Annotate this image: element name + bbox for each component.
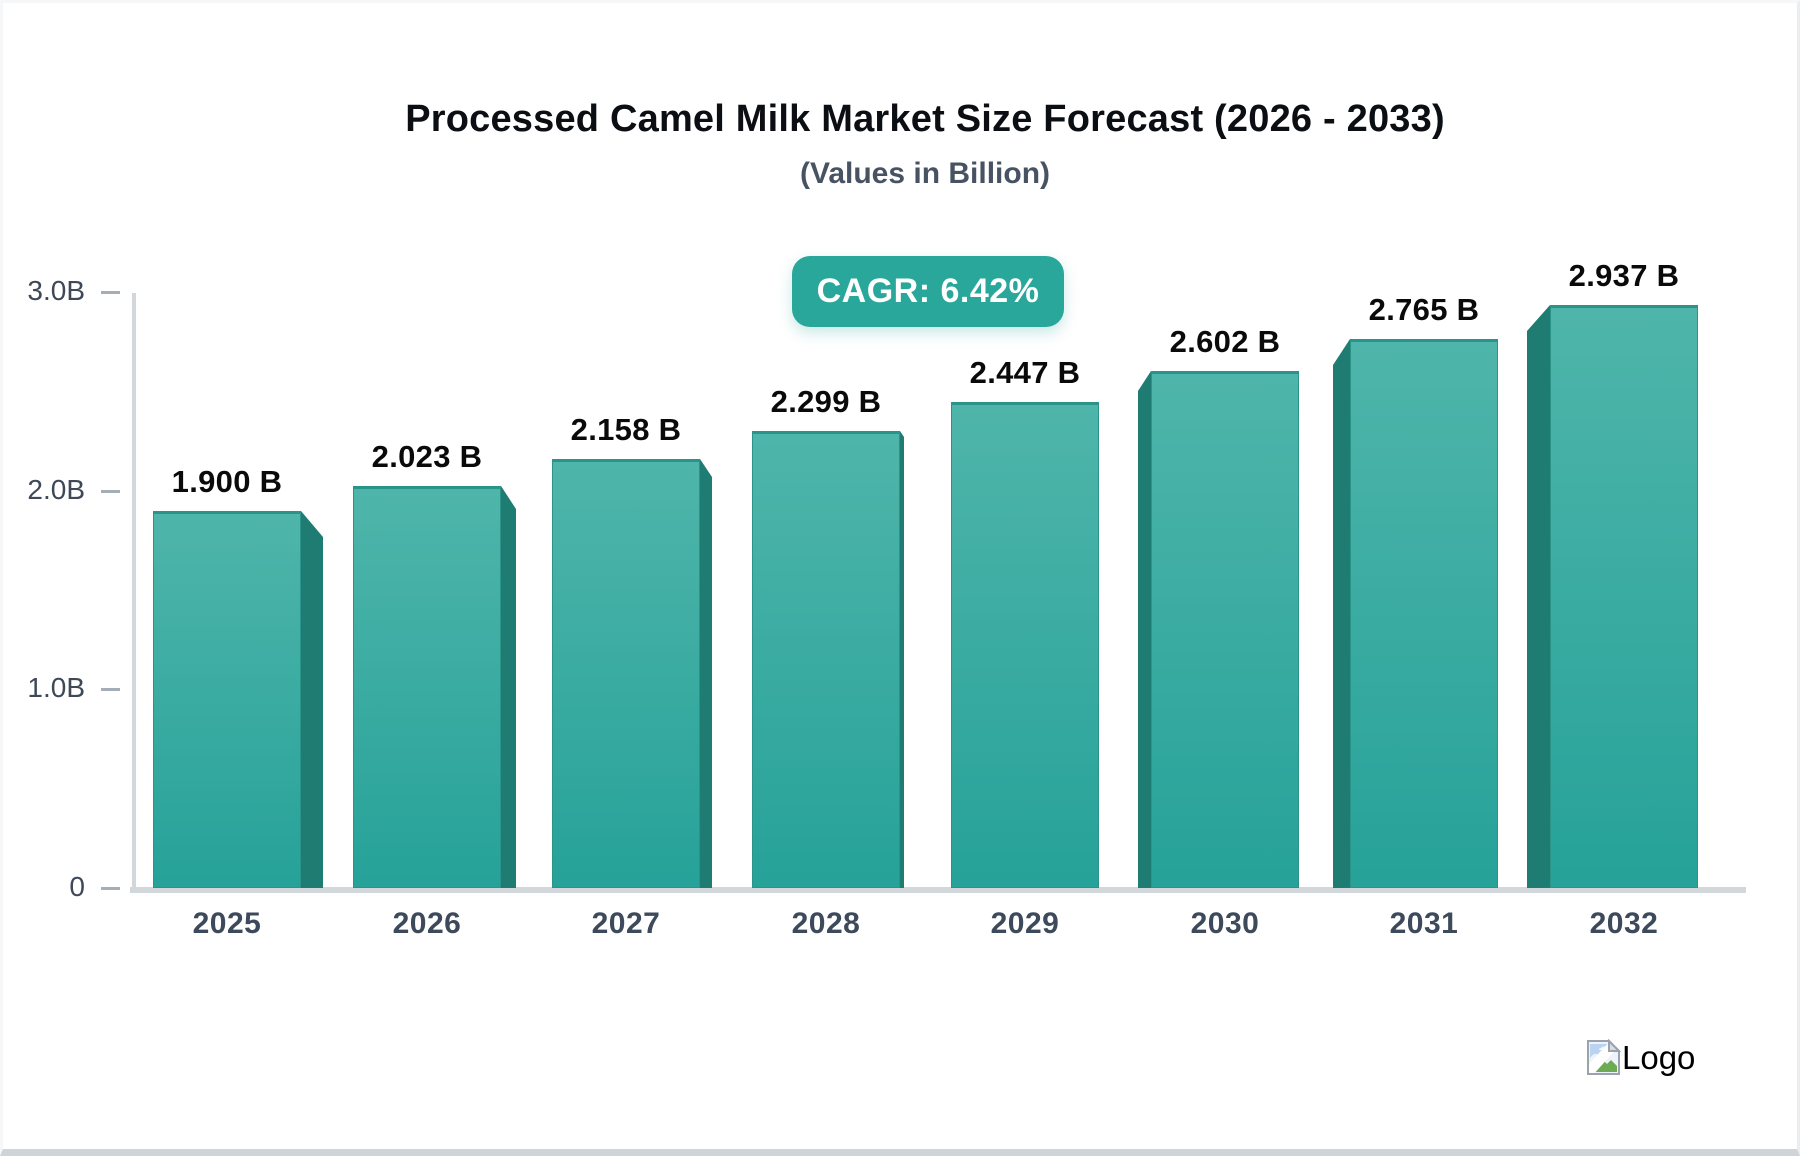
chart-subtitle: (Values in Billion): [799, 156, 1051, 190]
bar-2031: [1350, 339, 1498, 888]
x-axis-label: 2031: [1389, 907, 1459, 940]
bar-2026: [353, 486, 501, 888]
cagr-badge: CAGR: 6.42%: [792, 256, 1064, 327]
x-axis-label: 2025: [192, 907, 262, 940]
logo-container: Logo: [1586, 1039, 1695, 1076]
bar-side-face: [1138, 371, 1151, 888]
y-axis-line: [132, 293, 136, 889]
bar-value-label: 1.900 B: [171, 464, 283, 499]
logo-alt-text: Logo: [1622, 1038, 1696, 1076]
broken-image-icon: [1586, 1039, 1621, 1076]
bar-2029: [951, 402, 1099, 888]
bar-2025: [153, 511, 301, 888]
y-axis-tick-label: 2.0B: [27, 473, 85, 505]
bar-2028: [752, 431, 900, 888]
bar-side-face: [1527, 305, 1550, 888]
bar-2032: [1550, 305, 1698, 888]
x-axis-label: 2032: [1589, 907, 1659, 940]
chart-title: Processed Camel Milk Market Size Forecas…: [405, 98, 1445, 140]
bar-value-label: 2.765 B: [1368, 292, 1480, 327]
y-axis-tick: [101, 291, 120, 295]
x-axis-label: 2026: [392, 907, 462, 940]
bar-value-label: 2.447 B: [969, 355, 1081, 390]
y-axis-tick-label: 3.0B: [27, 275, 85, 307]
y-axis-tick-label: 1.0B: [27, 672, 85, 704]
bar-2027: [552, 459, 700, 888]
bar-side-face: [700, 459, 712, 888]
bar-value-label: 2.023 B: [371, 439, 483, 474]
x-axis-label: 2030: [1190, 907, 1260, 940]
bar-value-label: 2.937 B: [1568, 258, 1680, 293]
bar-value-label: 2.299 B: [770, 384, 882, 419]
y-axis-tick: [101, 489, 120, 493]
x-axis-line: [130, 887, 1746, 893]
x-axis-label: 2028: [791, 907, 861, 940]
bar-value-label: 2.602 B: [1169, 324, 1281, 359]
bar-side-face: [301, 511, 323, 888]
bar-value-label: 2.158 B: [570, 412, 682, 447]
cagr-badge-label: CAGR: 6.42%: [816, 272, 1040, 310]
bar-2030: [1151, 371, 1299, 888]
y-axis-tick: [101, 887, 120, 890]
x-axis-label: 2027: [591, 907, 661, 940]
y-axis-tick: [101, 688, 120, 692]
chart-header: Processed Camel Milk Market Size Forecas…: [63, 97, 1787, 191]
x-axis-label: 2029: [990, 907, 1060, 940]
bar-side-face: [1333, 339, 1350, 888]
bar-side-face: [900, 431, 904, 888]
bar-side-face: [501, 486, 516, 888]
y-axis-tick-label: 0: [69, 871, 85, 902]
